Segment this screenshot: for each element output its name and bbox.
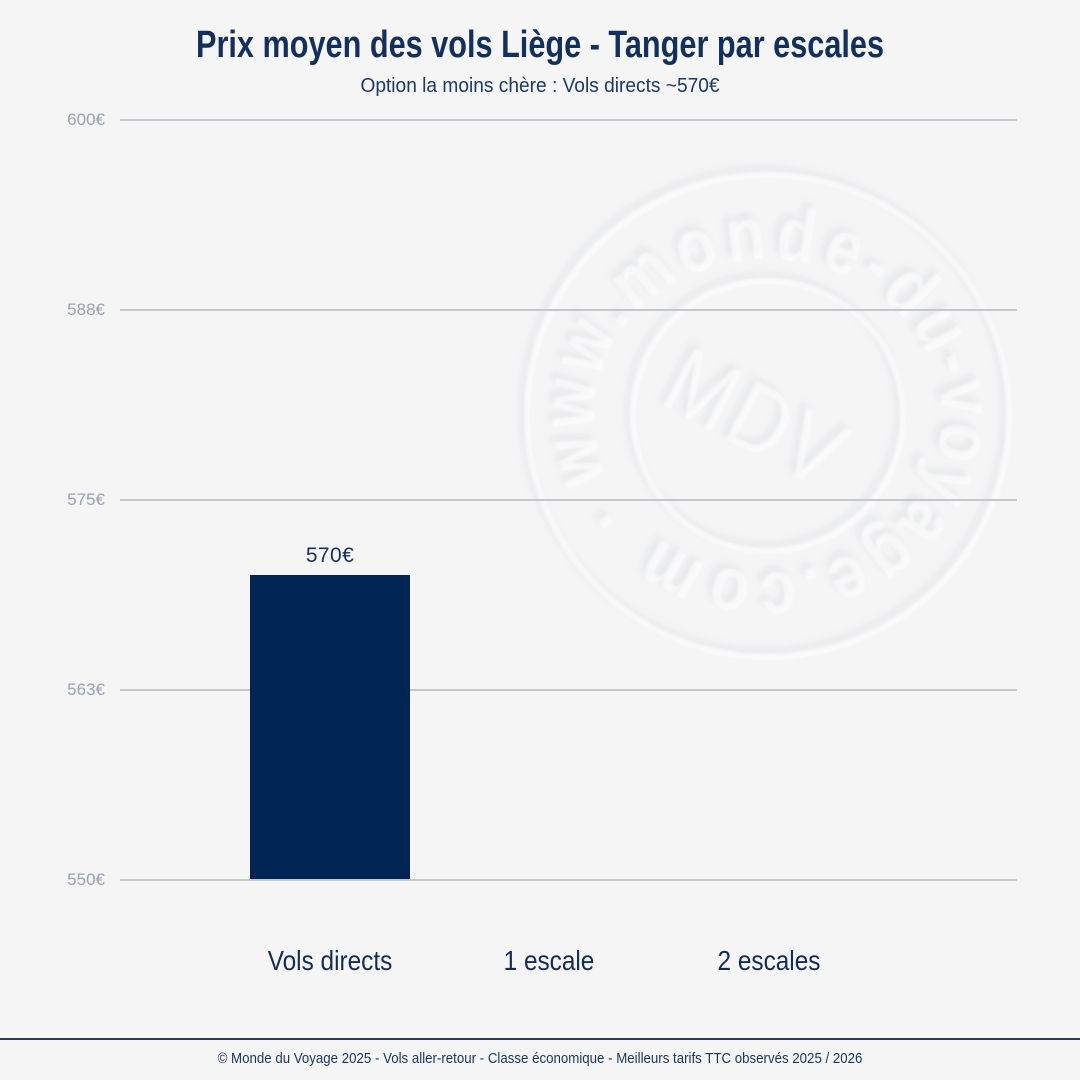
- svg-text:v: v: [923, 376, 1010, 420]
- svg-text:w: w: [528, 427, 622, 498]
- svg-text:m: m: [624, 525, 715, 626]
- svg-text:d: d: [772, 191, 823, 280]
- svg-text:c: c: [759, 556, 799, 642]
- svg-text:n: n: [721, 190, 770, 278]
- svg-text:·: ·: [564, 488, 645, 554]
- svg-text:w: w: [525, 375, 613, 432]
- svg-text:MDV: MDV: [648, 326, 866, 510]
